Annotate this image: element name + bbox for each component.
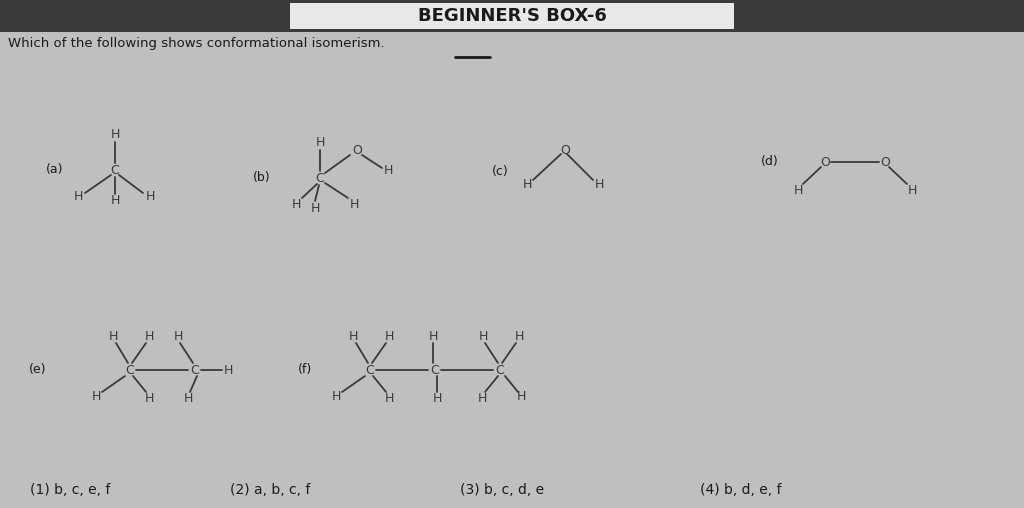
Text: H: H [91, 391, 100, 403]
Text: C: C [190, 364, 200, 376]
Text: H: H [310, 202, 319, 214]
Text: H: H [332, 391, 341, 403]
Text: H: H [111, 195, 120, 207]
Text: O: O [560, 143, 570, 156]
Text: (e): (e) [30, 364, 47, 376]
Text: (2) a, b, c, f: (2) a, b, c, f [230, 483, 310, 497]
Text: H: H [144, 392, 154, 404]
Text: (a): (a) [46, 164, 63, 176]
Text: H: H [516, 391, 525, 403]
Text: H: H [432, 392, 441, 404]
Text: (3) b, c, d, e: (3) b, c, d, e [460, 483, 544, 497]
Text: (b): (b) [253, 172, 270, 184]
Text: BEGINNER'S BOX-6: BEGINNER'S BOX-6 [418, 7, 606, 25]
Text: (c): (c) [492, 166, 508, 178]
Text: H: H [384, 392, 393, 404]
Text: (f): (f) [298, 364, 312, 376]
Text: (4) b, d, e, f: (4) b, d, e, f [700, 483, 781, 497]
Text: O: O [352, 144, 361, 157]
Text: O: O [880, 155, 890, 169]
Text: H: H [111, 129, 120, 142]
Text: H: H [145, 190, 155, 204]
Text: H: H [173, 331, 182, 343]
Text: H: H [794, 183, 803, 197]
Text: C: C [126, 364, 134, 376]
Text: H: H [348, 331, 357, 343]
Text: H: H [522, 178, 531, 192]
Text: H: H [109, 331, 118, 343]
Text: H: H [291, 198, 301, 210]
Text: H: H [183, 392, 193, 404]
Text: H: H [514, 331, 523, 343]
Text: H: H [428, 331, 437, 343]
Text: H: H [223, 364, 232, 376]
Text: Which of the following shows conformational isomerism.: Which of the following shows conformatio… [8, 38, 385, 50]
Text: H: H [383, 165, 392, 177]
Text: H: H [315, 137, 325, 149]
Text: (1) b, c, e, f: (1) b, c, e, f [30, 483, 111, 497]
Text: H: H [594, 178, 604, 192]
Text: C: C [496, 364, 505, 376]
Text: O: O [820, 155, 829, 169]
Text: C: C [315, 172, 325, 184]
Text: H: H [478, 331, 487, 343]
Text: H: H [74, 190, 83, 204]
Text: H: H [144, 331, 154, 343]
Text: C: C [366, 364, 375, 376]
Text: H: H [349, 198, 358, 210]
Text: H: H [384, 331, 393, 343]
Text: C: C [431, 364, 439, 376]
Text: H: H [477, 392, 486, 404]
FancyBboxPatch shape [0, 0, 1024, 32]
Text: C: C [111, 164, 120, 176]
Text: (d): (d) [761, 155, 779, 169]
Text: H: H [907, 183, 916, 197]
FancyBboxPatch shape [290, 3, 734, 29]
